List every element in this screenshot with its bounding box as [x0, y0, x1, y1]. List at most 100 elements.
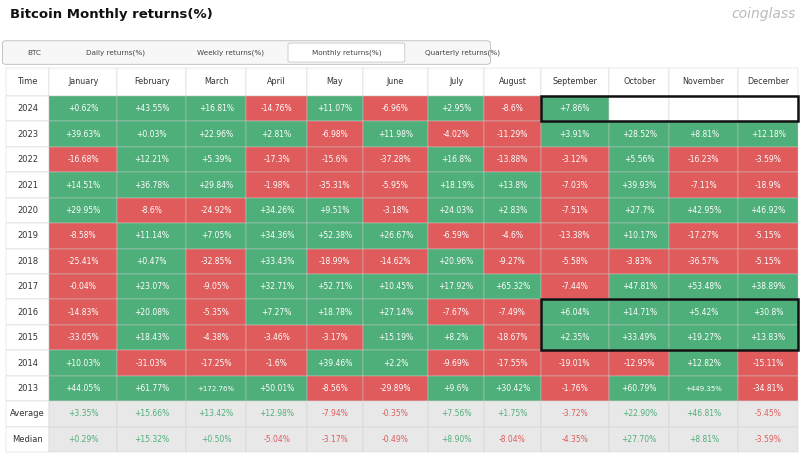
Text: March: March: [204, 77, 229, 87]
Bar: [428, 274, 484, 299]
Text: October: October: [623, 77, 655, 87]
Bar: [363, 172, 428, 198]
Bar: [541, 172, 609, 198]
Bar: [428, 147, 484, 172]
Bar: [609, 376, 670, 401]
Text: +27.70%: +27.70%: [622, 435, 657, 444]
Text: -7.03%: -7.03%: [562, 181, 588, 189]
Text: +8.90%: +8.90%: [441, 435, 471, 444]
Bar: [246, 274, 306, 299]
Text: 2017: 2017: [17, 282, 38, 291]
Text: June: June: [387, 77, 404, 87]
Bar: [306, 376, 363, 401]
Text: +18.43%: +18.43%: [134, 333, 170, 342]
Bar: [186, 198, 246, 223]
Bar: [738, 198, 798, 223]
Bar: [49, 325, 118, 350]
Text: September: September: [553, 77, 598, 87]
Bar: [541, 121, 609, 147]
Bar: [49, 198, 118, 223]
Bar: [306, 68, 363, 96]
Bar: [118, 147, 186, 172]
Bar: [6, 223, 49, 249]
Text: +27.14%: +27.14%: [378, 308, 413, 317]
Bar: [541, 274, 609, 299]
Bar: [246, 350, 306, 376]
Text: Daily returns(%): Daily returns(%): [86, 49, 145, 56]
Text: -3.72%: -3.72%: [562, 410, 588, 419]
Bar: [541, 249, 609, 274]
Text: +13.8%: +13.8%: [498, 181, 527, 189]
Text: 2021: 2021: [17, 181, 38, 189]
Bar: [363, 249, 428, 274]
Bar: [6, 249, 49, 274]
Text: -7.44%: -7.44%: [562, 282, 588, 291]
Text: -7.67%: -7.67%: [442, 308, 470, 317]
Bar: [118, 274, 186, 299]
Text: +34.36%: +34.36%: [259, 231, 294, 241]
Text: +0.29%: +0.29%: [68, 435, 98, 444]
Text: -35.31%: -35.31%: [319, 181, 350, 189]
Bar: [306, 274, 363, 299]
Bar: [428, 68, 484, 96]
Text: May: May: [326, 77, 343, 87]
Text: -18.9%: -18.9%: [755, 181, 782, 189]
Text: +18.19%: +18.19%: [438, 181, 474, 189]
Bar: [738, 172, 798, 198]
Text: +23.07%: +23.07%: [134, 282, 170, 291]
Text: -36.57%: -36.57%: [688, 257, 720, 266]
Text: coinglass: coinglass: [732, 7, 796, 21]
Bar: [363, 198, 428, 223]
Text: Time: Time: [18, 77, 38, 87]
Text: +22.90%: +22.90%: [622, 410, 657, 419]
Bar: [670, 172, 738, 198]
Text: 2019: 2019: [17, 231, 38, 241]
Text: -5.35%: -5.35%: [202, 308, 230, 317]
Bar: [363, 376, 428, 401]
Text: +43.55%: +43.55%: [134, 104, 170, 113]
Bar: [484, 172, 541, 198]
Bar: [6, 427, 49, 452]
Bar: [186, 350, 246, 376]
Bar: [363, 299, 428, 325]
Bar: [186, 401, 246, 427]
Text: -16.23%: -16.23%: [688, 155, 719, 164]
Text: +15.32%: +15.32%: [134, 435, 170, 444]
Text: +65.32%: +65.32%: [495, 282, 530, 291]
Bar: [246, 172, 306, 198]
FancyBboxPatch shape: [288, 43, 405, 62]
Text: BTC: BTC: [27, 49, 42, 56]
Text: -3.17%: -3.17%: [322, 333, 348, 342]
Bar: [49, 350, 118, 376]
Bar: [670, 299, 738, 325]
Text: -32.85%: -32.85%: [201, 257, 232, 266]
Text: Quarterly returns(%): Quarterly returns(%): [426, 49, 500, 56]
Bar: [428, 249, 484, 274]
Text: -4.02%: -4.02%: [443, 130, 470, 139]
Text: +61.77%: +61.77%: [134, 384, 170, 393]
Text: -15.11%: -15.11%: [753, 359, 784, 367]
Bar: [484, 427, 541, 452]
Bar: [541, 198, 609, 223]
Bar: [306, 198, 363, 223]
Bar: [609, 274, 670, 299]
Text: -3.83%: -3.83%: [626, 257, 653, 266]
Text: -5.95%: -5.95%: [382, 181, 409, 189]
Text: +33.49%: +33.49%: [622, 333, 657, 342]
Text: +11.98%: +11.98%: [378, 130, 413, 139]
Bar: [609, 325, 670, 350]
Text: 2020: 2020: [17, 206, 38, 215]
Text: -5.15%: -5.15%: [755, 231, 782, 241]
Bar: [246, 223, 306, 249]
Bar: [541, 96, 609, 121]
Text: +2.35%: +2.35%: [560, 333, 590, 342]
Bar: [6, 274, 49, 299]
Bar: [541, 299, 798, 350]
Bar: [609, 401, 670, 427]
Bar: [49, 172, 118, 198]
Text: -17.27%: -17.27%: [688, 231, 719, 241]
Text: +39.93%: +39.93%: [622, 181, 657, 189]
Text: -14.62%: -14.62%: [380, 257, 411, 266]
Bar: [738, 121, 798, 147]
Bar: [49, 401, 118, 427]
